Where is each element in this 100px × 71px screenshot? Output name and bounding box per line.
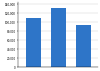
Bar — [50, 8, 66, 67]
Bar — [26, 18, 40, 67]
Bar — [76, 25, 90, 67]
